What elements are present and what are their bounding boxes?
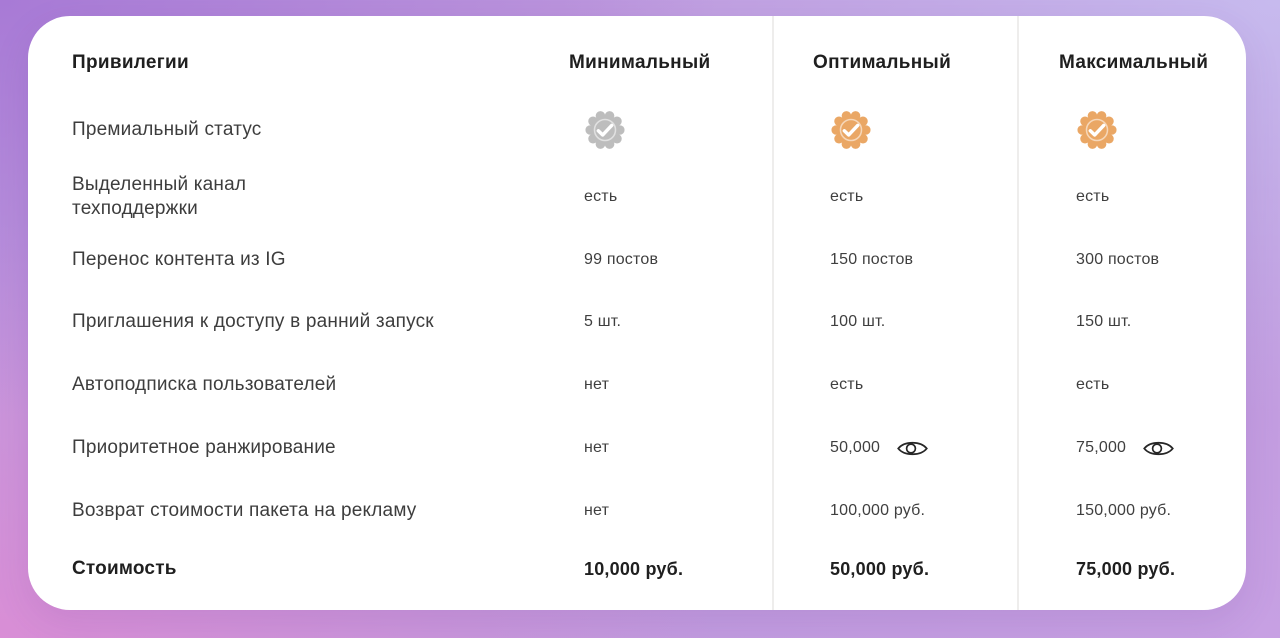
cell-premium-minimal xyxy=(568,96,772,164)
table-row: Возврат стоимости пакета на рекламу xyxy=(28,479,568,542)
cell-value: 100,000 руб. xyxy=(830,501,926,519)
cell-value: 150,000 руб. xyxy=(1076,501,1172,519)
price-maximal: 75,000 руб. xyxy=(1076,558,1176,579)
cell-value: нет xyxy=(584,375,610,393)
header-plan-minimal: Минимальный xyxy=(569,52,711,73)
cell-value: 150 постов xyxy=(830,251,914,268)
table-row: Приоритетное ранжирование xyxy=(28,416,568,479)
cell-value: есть xyxy=(830,375,864,393)
premium-badge-gold-icon xyxy=(831,111,871,149)
row-label-premium-status: Премиальный статус xyxy=(72,119,262,141)
cell-value: нет xyxy=(584,501,610,519)
premium-badge-silver-icon xyxy=(585,111,625,149)
row-label-auto-subscribe: Автоподписка пользователей xyxy=(72,373,337,395)
table-row: Стоимость xyxy=(28,542,568,610)
cell-value: есть xyxy=(584,188,618,205)
premium-badge-gold-icon xyxy=(1077,111,1117,149)
header-plan-optimal: Оптимальный xyxy=(813,52,952,73)
row-label-support-channel: Выделенный канал техподдержки xyxy=(72,174,247,219)
cell-value: есть xyxy=(1076,188,1110,205)
table-row: Выделенный канал техподдержки xyxy=(28,164,568,230)
eye-icon xyxy=(897,441,929,456)
cell-value: 5 шт. xyxy=(584,312,622,330)
cell-value: 300 постов xyxy=(1076,251,1160,268)
table-row: Премиальный статус xyxy=(28,96,568,164)
cell-value: 75,000 xyxy=(1076,438,1127,456)
table-row: Автоподписка пользователей xyxy=(28,353,568,416)
price-optimal: 50,000 руб. xyxy=(830,558,930,579)
cell-value: 50,000 xyxy=(830,438,881,456)
row-label-priority-ranking: Приоритетное ранжирование xyxy=(72,436,336,458)
header-privileges: Привилегии xyxy=(72,52,189,73)
row-label-price: Стоимость xyxy=(72,558,177,580)
price-minimal: 10,000 руб. xyxy=(584,558,684,579)
cell-value: 99 постов xyxy=(584,251,659,268)
pricing-table: Привилегии Минимальный Оптимальный Макси… xyxy=(28,16,1246,610)
column-divider-2 xyxy=(1017,16,1019,610)
row-label-content-transfer: Перенос контента из IG xyxy=(72,249,286,271)
cell-value: нет xyxy=(584,438,610,456)
eye-icon xyxy=(1143,441,1175,456)
cell-value: есть xyxy=(1076,375,1110,393)
column-divider-1 xyxy=(772,16,774,610)
row-label-early-access-invites: Приглашения к доступу в ранний запуск xyxy=(72,310,434,332)
header-plan-maximal: Максимальный xyxy=(1059,52,1209,73)
row-label-ad-refund: Возврат стоимости пакета на рекламу xyxy=(72,499,417,521)
table-row: Приглашения к доступу в ранний запуск xyxy=(28,290,568,353)
cell-premium-optimal xyxy=(772,96,1017,164)
table-row: Перенос контента из IG xyxy=(28,230,568,290)
cell-premium-maximal xyxy=(1017,96,1246,164)
cell-value: 150 шт. xyxy=(1076,312,1132,330)
cell-value: есть xyxy=(830,188,864,205)
pricing-table-card: Привилегии Минимальный Оптимальный Макси… xyxy=(28,16,1246,610)
cell-value: 100 шт. xyxy=(830,312,886,330)
